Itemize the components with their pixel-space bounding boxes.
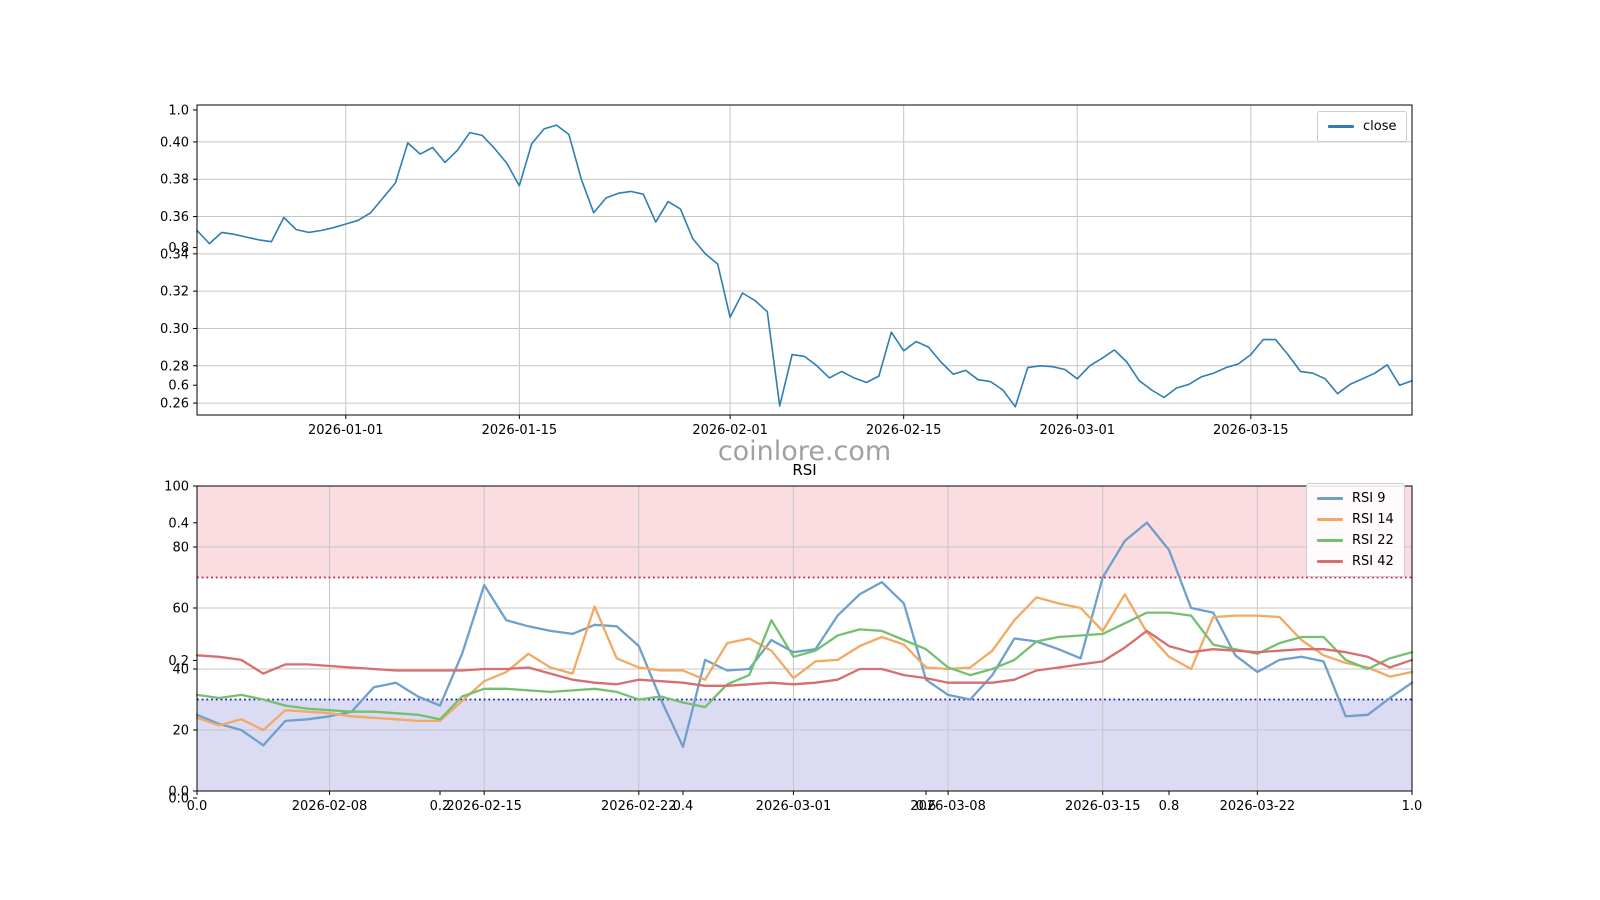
rsi-legend: RSI 9 RSI 14 RSI 22 RSI 42 [1306,483,1405,577]
overlay-x-tick-label: 0.0 [187,799,208,814]
overlay-y-tick-label: 0.8 [168,241,189,256]
overlay-axis: 1.0 0.8 0.6 0.4 0.2 0.00.0 0.2 0.4 0.6 0.8 1.0 [168,104,1422,815]
x-tick-label: 2026-03-22 [1220,799,1296,814]
series-line-rsi-22 [195,611,1414,721]
overlay-y-tick-label: 0.6 [168,379,189,394]
overbought-band [197,486,1412,578]
legend-label: RSI 9 [1352,491,1386,506]
x-tick-label: 2026-01-15 [482,423,558,438]
legend-line-swatch [1317,539,1343,542]
overlay-x-tick-label: 0.2 [430,799,451,814]
legend-label: RSI 22 [1352,533,1394,548]
overlay-y-tick-label: 1.0 [168,104,189,119]
legend-label: close [1363,119,1397,134]
oversold-band [197,699,1412,791]
overlay-x-tick-label: 0.8 [1159,799,1180,814]
price-panel: 0.26 0.28 0.30 0.32 0.34 0.36 0.38 0.40 2026-01-… [160,104,1413,438]
x-tick-label: 2026-02-08 [292,799,368,814]
y-tick-label: 0.40 [160,135,189,150]
rsi-panel: 100 80 60 40 20 0.0 2026-02-08 2026-02-15 2026-0… [164,480,1414,814]
x-tick-label: 2026-01-01 [308,423,384,438]
y-tick-label: 0.26 [160,397,189,412]
x-tick-label: 2026-03-01 [1039,423,1115,438]
y-tick-label: 0.38 [160,173,189,188]
legend-line-swatch [1317,497,1343,500]
x-tick-label: 2026-03-15 [1065,799,1141,814]
legend-label: RSI 42 [1352,554,1394,569]
y-tick-label: 0.36 [160,210,189,225]
legend-line-swatch [1317,560,1343,563]
series-line-close [196,124,1413,408]
overlay-y-tick-label: 0.4 [168,516,189,531]
x-tick-label: 2026-03-01 [756,799,832,814]
legend-label: RSI 14 [1352,512,1394,527]
legend-item-rsi-42: RSI 42 [1317,551,1394,572]
x-tick-label: 2026-02-01 [692,423,768,438]
x-tick-label: 2026-02-15 [866,423,942,438]
y-tick-label: 0.32 [160,285,189,300]
overlay-y-tick-label: 0.0 [168,792,189,807]
rsi-chart-title: RSI [792,461,817,479]
y-tick-label: 0.0 [168,785,189,800]
y-tick-label: 60 [172,602,189,617]
y-tick-label: 40 [172,663,189,678]
series-line-rsi-9 [195,521,1414,748]
series-line-rsi-42 [195,629,1414,687]
y-tick-label: 0.30 [160,322,189,337]
y-tick-label: 0.34 [160,247,189,262]
overlay-x-tick-label: 1.0 [1402,799,1423,814]
legend-line-swatch [1317,518,1343,521]
x-tick-label: 2026-03-08 [910,799,986,814]
x-tick-label: 2026-02-15 [446,799,522,814]
y-tick-label: 80 [172,541,189,556]
legend-line-swatch [1328,125,1354,128]
axes-spines [196,104,1413,416]
legend-item-rsi-9: RSI 9 [1317,488,1394,509]
price-legend: close [1317,111,1408,142]
y-tick-label: 0.28 [160,359,189,374]
y-tick-label: 100 [164,480,189,495]
legend-item-rsi-22: RSI 22 [1317,530,1394,551]
x-tick-label: 2026-02-22 [601,799,677,814]
series-line-rsi-14 [195,593,1414,732]
x-tick-label: 2026-03-15 [1213,423,1289,438]
y-tick-label: 20 [172,724,189,739]
legend-item-rsi-14: RSI 14 [1317,509,1394,530]
axes-spines [196,485,1413,792]
overlay-y-tick-label: 0.2 [168,654,189,669]
overlay-x-tick-label: 0.4 [673,799,694,814]
legend-item-close: close [1328,116,1396,137]
overlay-x-tick-label: 0.6 [916,799,937,814]
